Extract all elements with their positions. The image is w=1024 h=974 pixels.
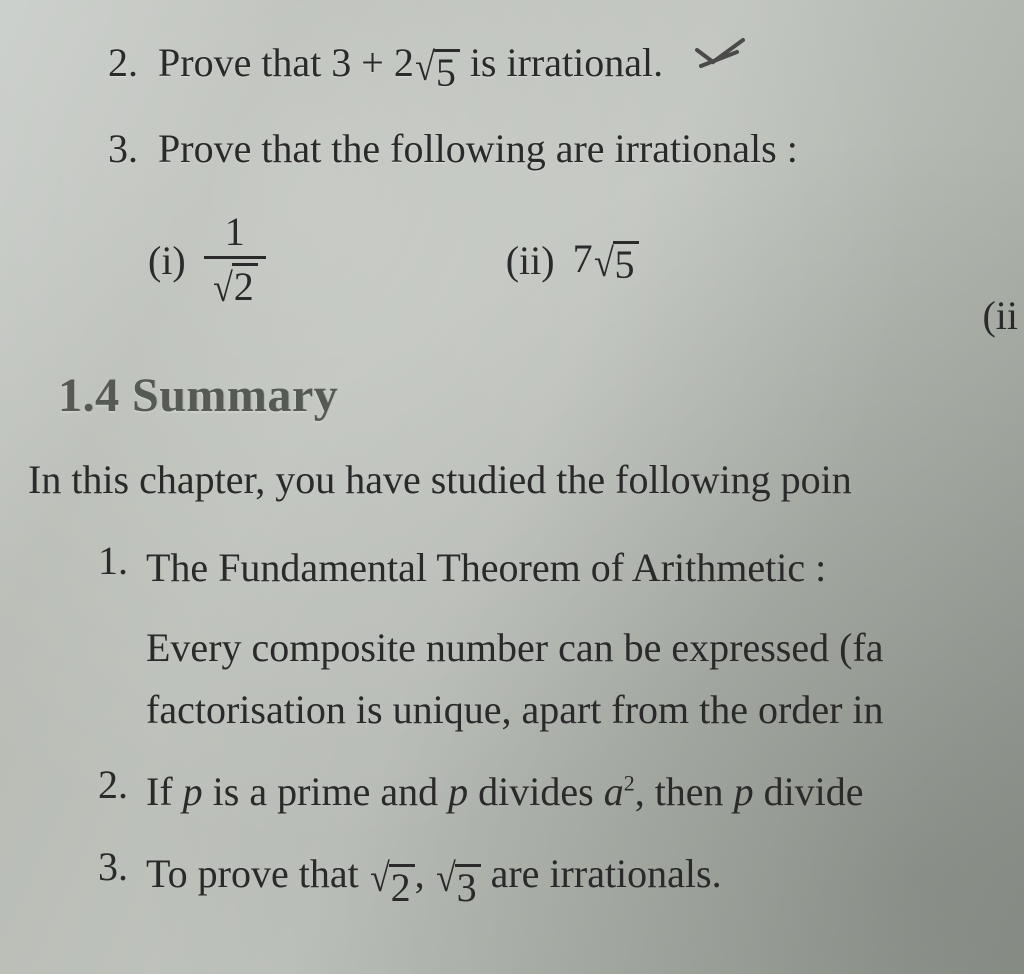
summary-item-3: 3. To prove that √2, √3 are irrationals. (84, 843, 1024, 909)
summary-item-2: 2. If p is a prime and p divides a2, the… (84, 761, 1024, 823)
summary-item-1-number: 1. (84, 537, 128, 584)
summary-item-2-number: 2. (84, 761, 128, 808)
sqrt-5: √5 (414, 40, 460, 94)
summary-item-1-text: The Fundamental Theorem of Arithmetic : … (146, 537, 884, 741)
question-3-parts: (i) 1 √2 (ii) 7√5 (ii (92, 212, 1024, 308)
crossed-tick-icon (693, 30, 747, 84)
question-2-number: 2. (92, 39, 138, 86)
sqrt-5-b: √5 (593, 239, 639, 286)
part-i-label: (i) (148, 237, 186, 284)
sqrt-2-b: √2 (369, 847, 415, 909)
question-3: 3. Prove that the following are irration… (92, 122, 1024, 176)
summary-item-2-text: If p is a prime and p divides a2, then p… (146, 761, 864, 823)
textbook-page: 2. Prove that 3 + 2√5 is irrational. 3. … (0, 30, 1024, 909)
question-3-text: Prove that the following are irrationals… (158, 122, 798, 176)
summary-heading: 1.4 Summary (58, 368, 1024, 423)
part-iii-cut-label: (ii (982, 292, 1018, 339)
summary-intro: In this chapter, you have studied the fo… (28, 449, 1024, 511)
question-2-text: Prove that 3 + 2√5 is irrational. (158, 30, 747, 94)
sqrt-2: √2 (212, 263, 258, 308)
question-2: 2. Prove that 3 + 2√5 is irrational. (92, 30, 1024, 94)
expr-7-sqrt5: 7√5 (573, 235, 639, 286)
fraction-1-over-sqrt2: 1 √2 (204, 212, 266, 308)
summary-item-3-text: To prove that √2, √3 are irrationals. (146, 843, 722, 909)
summary-item-1: 1. The Fundamental Theorem of Arithmetic… (84, 537, 1024, 741)
sqrt-3: √3 (435, 847, 481, 909)
question-3-part-ii: (ii) 7√5 (506, 235, 639, 286)
question-3-number: 3. (92, 125, 138, 172)
summary-item-3-number: 3. (84, 843, 128, 890)
part-ii-label: (ii) (506, 237, 555, 284)
question-3-part-i: (i) 1 √2 (148, 212, 266, 308)
